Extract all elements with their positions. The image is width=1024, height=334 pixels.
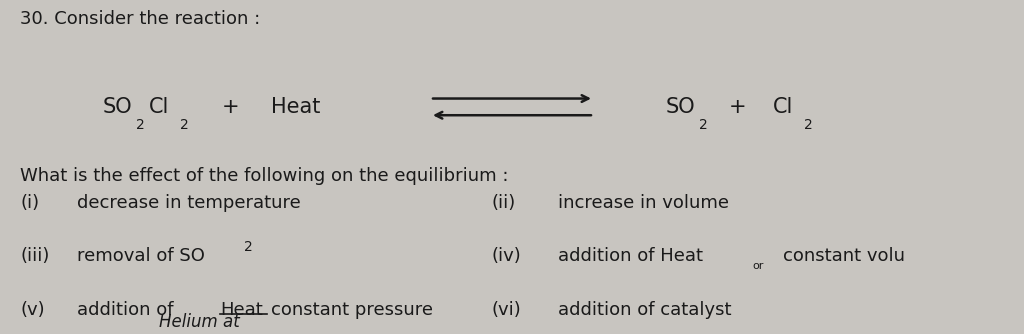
Text: 30. Consider the reaction :: 30. Consider the reaction : bbox=[20, 10, 261, 28]
Text: addition of Heat: addition of Heat bbox=[558, 247, 703, 265]
Text: SO: SO bbox=[666, 97, 695, 117]
Text: (vi): (vi) bbox=[492, 301, 521, 319]
Text: 2: 2 bbox=[699, 118, 709, 132]
Text: Cl: Cl bbox=[773, 97, 794, 117]
Text: 2: 2 bbox=[180, 118, 189, 132]
Text: Heat: Heat bbox=[271, 97, 321, 117]
Text: 2: 2 bbox=[136, 118, 145, 132]
Text: decrease in temperature: decrease in temperature bbox=[77, 194, 301, 212]
Text: constant volu: constant volu bbox=[783, 247, 905, 265]
Text: removal of SO: removal of SO bbox=[77, 247, 205, 265]
Text: What is the effect of the following on the equilibrium :: What is the effect of the following on t… bbox=[20, 167, 509, 185]
Text: (v): (v) bbox=[20, 301, 45, 319]
Text: (iii): (iii) bbox=[20, 247, 50, 265]
Text: addition of: addition of bbox=[77, 301, 179, 319]
Text: 2: 2 bbox=[244, 240, 253, 255]
Text: constant pressure: constant pressure bbox=[271, 301, 433, 319]
Text: (ii): (ii) bbox=[492, 194, 516, 212]
Text: Helium at: Helium at bbox=[159, 313, 240, 331]
Text: addition of catalyst: addition of catalyst bbox=[558, 301, 731, 319]
Text: or: or bbox=[753, 261, 764, 271]
Text: (i): (i) bbox=[20, 194, 40, 212]
Text: 2: 2 bbox=[804, 118, 813, 132]
Text: Heat: Heat bbox=[220, 301, 263, 319]
Text: (iv): (iv) bbox=[492, 247, 521, 265]
Text: increase in volume: increase in volume bbox=[558, 194, 729, 212]
Text: Cl: Cl bbox=[148, 97, 169, 117]
Text: SO: SO bbox=[102, 97, 132, 117]
Text: +: + bbox=[221, 97, 240, 117]
Text: +: + bbox=[728, 97, 746, 117]
